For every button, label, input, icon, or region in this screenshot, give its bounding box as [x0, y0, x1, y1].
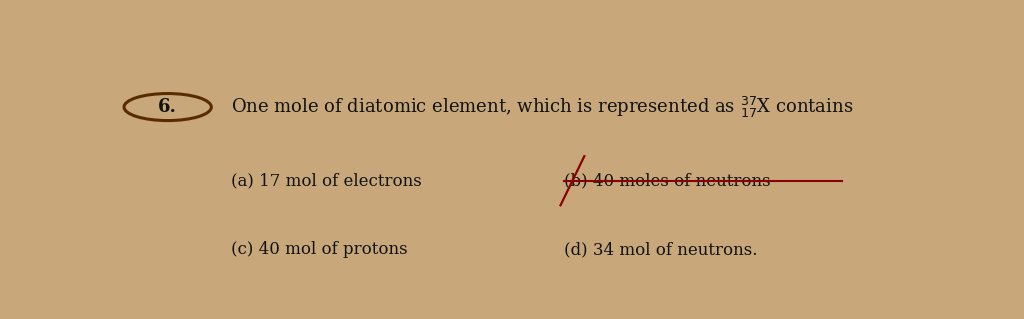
- Text: (a) 17 mol of electrons: (a) 17 mol of electrons: [231, 172, 422, 189]
- Text: (b) 40 moles of neutrons: (b) 40 moles of neutrons: [564, 172, 771, 189]
- Text: 6.: 6.: [159, 98, 177, 116]
- Text: (d) 34 mol of neutrons.: (d) 34 mol of neutrons.: [564, 241, 758, 258]
- Text: One mole of diatomic element, which is represented as $_{17}^{37}$X contains: One mole of diatomic element, which is r…: [231, 94, 853, 120]
- Text: (c) 40 mol of protons: (c) 40 mol of protons: [231, 241, 408, 258]
